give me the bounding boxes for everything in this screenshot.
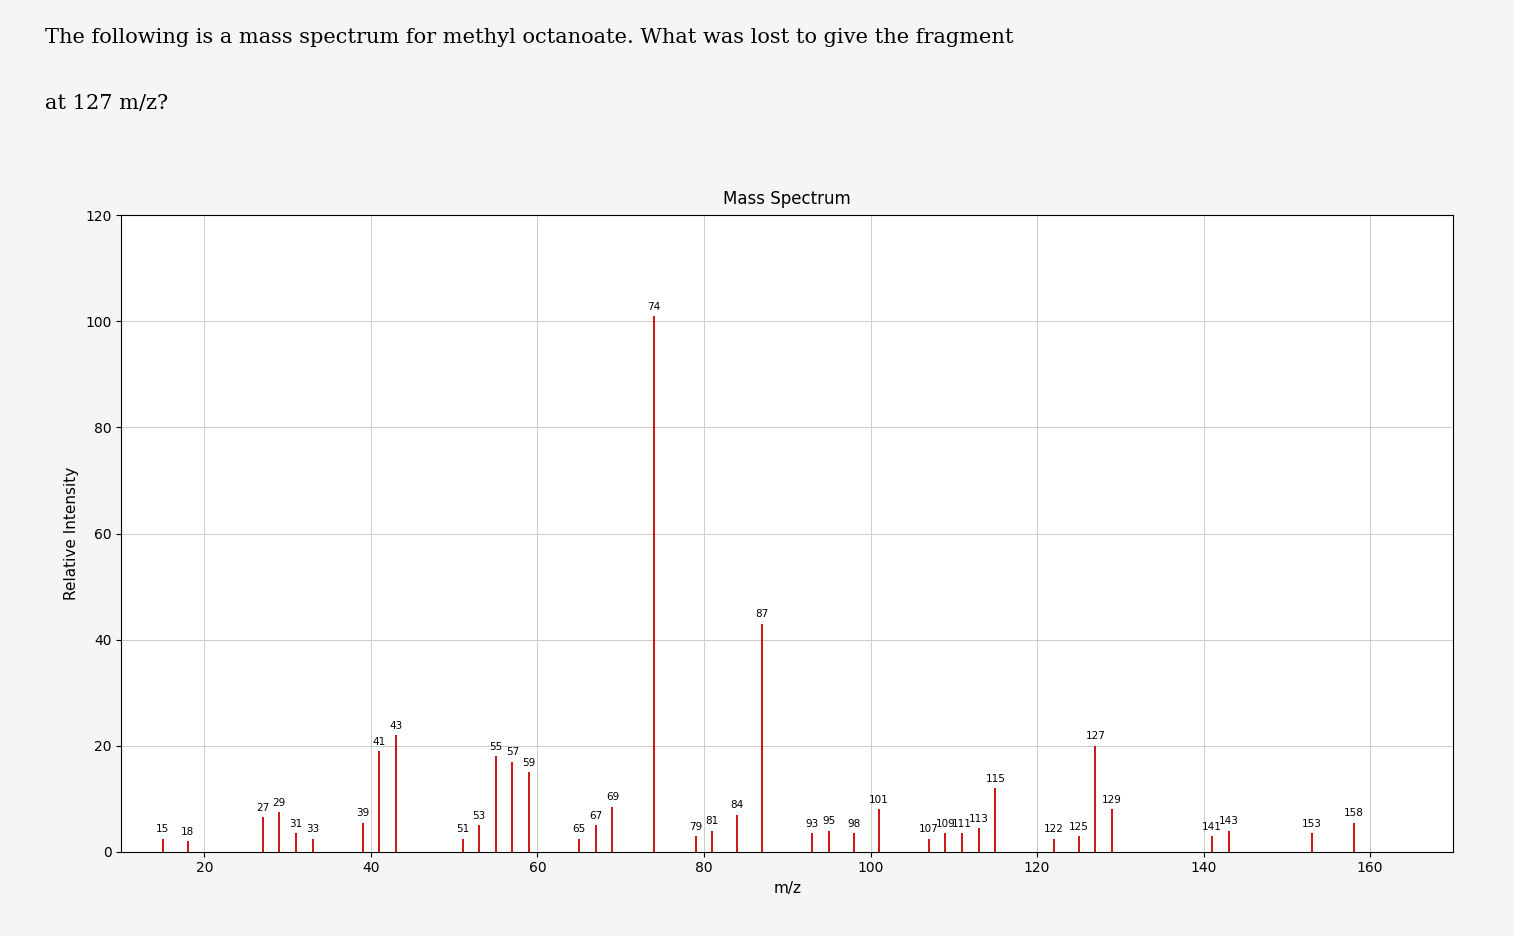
Text: 101: 101 [869, 795, 889, 805]
Text: The following is a mass spectrum for methyl octanoate. What was lost to give the: The following is a mass spectrum for met… [45, 28, 1014, 47]
Text: 55: 55 [489, 742, 503, 752]
Text: 29: 29 [273, 797, 286, 808]
Text: 127: 127 [1086, 731, 1105, 741]
Text: 27: 27 [256, 803, 269, 813]
Text: 115: 115 [986, 774, 1005, 783]
Text: 84: 84 [731, 800, 743, 811]
Text: 65: 65 [572, 825, 586, 834]
Title: Mass Spectrum: Mass Spectrum [724, 190, 851, 208]
Text: 141: 141 [1202, 822, 1222, 831]
Text: 18: 18 [182, 826, 194, 837]
Text: 33: 33 [306, 825, 319, 834]
Text: 109: 109 [936, 819, 955, 829]
Text: 113: 113 [969, 813, 989, 824]
Text: 153: 153 [1302, 819, 1322, 829]
Text: 31: 31 [289, 819, 303, 829]
Text: 111: 111 [952, 819, 972, 829]
Text: 158: 158 [1343, 809, 1364, 818]
Text: 43: 43 [389, 721, 403, 731]
Text: 143: 143 [1219, 816, 1238, 826]
Text: 122: 122 [1043, 825, 1064, 834]
Text: 67: 67 [589, 811, 603, 821]
Text: 69: 69 [606, 793, 619, 802]
Text: 51: 51 [456, 825, 469, 834]
Text: 59: 59 [522, 758, 536, 768]
Text: 41: 41 [372, 737, 386, 747]
Text: 98: 98 [848, 819, 860, 829]
Text: 87: 87 [755, 609, 769, 620]
Text: 79: 79 [689, 822, 702, 831]
Text: 81: 81 [706, 816, 719, 826]
Text: 57: 57 [506, 747, 519, 757]
Y-axis label: Relative Intensity: Relative Intensity [65, 467, 79, 600]
Text: at 127 m/z?: at 127 m/z? [45, 94, 168, 112]
Text: 93: 93 [805, 819, 819, 829]
Text: 95: 95 [822, 816, 836, 826]
Text: 107: 107 [919, 825, 939, 834]
Text: 125: 125 [1069, 822, 1089, 831]
Text: 39: 39 [356, 809, 369, 818]
Text: 129: 129 [1102, 795, 1122, 805]
X-axis label: m/z: m/z [774, 881, 801, 896]
Text: 74: 74 [648, 301, 660, 312]
Text: 15: 15 [156, 825, 170, 834]
Text: 53: 53 [472, 811, 486, 821]
